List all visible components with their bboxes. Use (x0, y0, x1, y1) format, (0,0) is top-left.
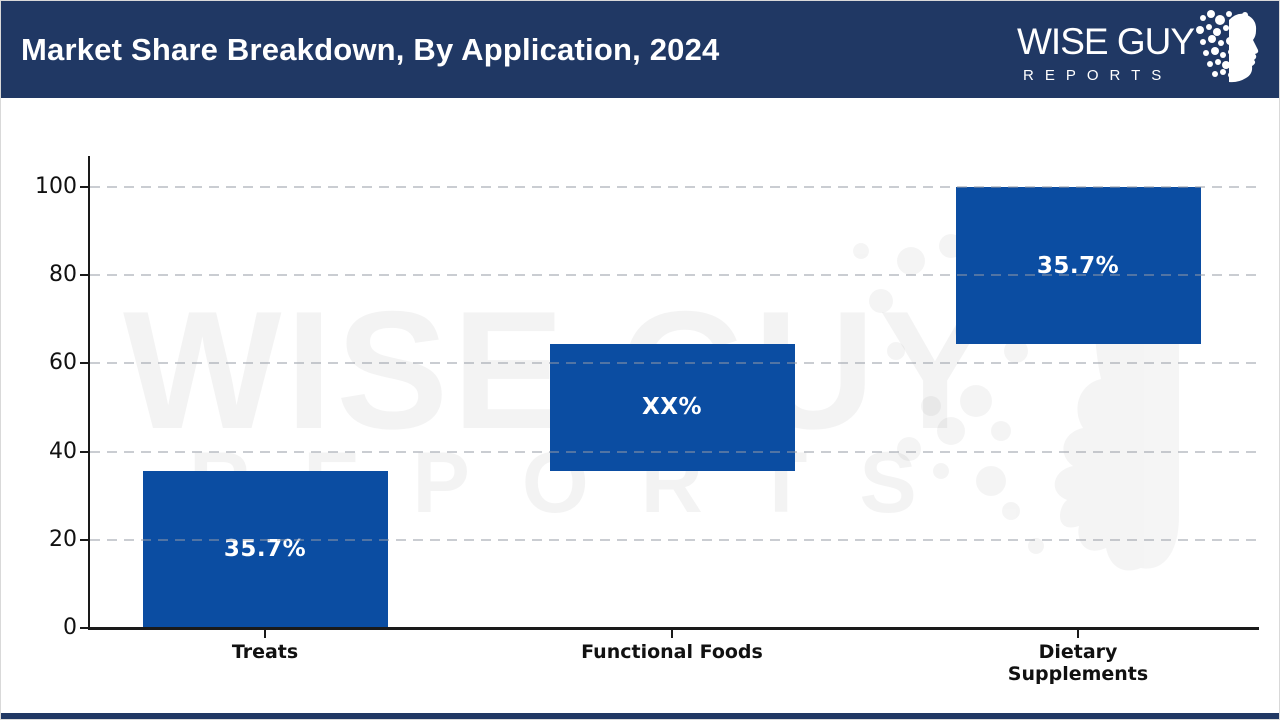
page-title: Market Share Breakdown, By Application, … (21, 31, 720, 67)
y-tick-label: 80 (49, 262, 77, 288)
x-tick-mark (671, 630, 673, 638)
bar-segment: 35.7% (142, 470, 388, 628)
y-tick-label: 100 (35, 174, 77, 199)
chart-canvas: WISE GUY REPORTS 35.7%XX%35.7%0204060801… (1, 98, 1279, 715)
logo-wordmark: WISE GUY (1017, 21, 1194, 62)
footer-accent-bar (1, 713, 1279, 719)
gridline (90, 362, 1259, 365)
x-tick-mark (1077, 630, 1079, 638)
y-axis-line (88, 156, 90, 630)
gridline (90, 186, 1259, 188)
y-tick-label: 40 (49, 438, 77, 464)
wise-guy-reports-logo: WISE GUY REPORTS (1017, 9, 1259, 84)
y-tick-label: 0 (63, 615, 77, 640)
x-category-label: Dietary Supplements (1007, 641, 1149, 685)
x-tick-mark (264, 630, 266, 638)
gridline (90, 274, 1259, 277)
y-tick-mark (80, 274, 89, 277)
x-axis-line (88, 627, 1259, 630)
logo-subtext: REPORTS (1023, 67, 1172, 84)
bar-segment: XX% (549, 344, 795, 471)
y-tick-label: 60 (49, 350, 77, 376)
gridline (90, 450, 1259, 453)
bar-segment: 35.7% (955, 187, 1201, 345)
bar-value-label: XX% (641, 394, 702, 421)
y-tick-mark (80, 450, 89, 453)
plot-region: 35.7% XX% 35.7% 0 20 40 60 80 100 Treats Functiona… (1, 98, 1279, 715)
y-tick-mark (80, 627, 89, 629)
header-bar: Market Share Breakdown, By Application, … (1, 1, 1279, 98)
y-tick-mark (80, 186, 89, 188)
x-category-label: Treats (231, 641, 299, 663)
y-tick-label: 20 (49, 526, 77, 552)
y-tick-mark (80, 538, 89, 541)
logo-face-profile-icon (1229, 13, 1259, 82)
x-category-label: Functional Foods (581, 641, 763, 663)
y-tick-mark (80, 362, 89, 365)
gridline (90, 538, 1259, 541)
